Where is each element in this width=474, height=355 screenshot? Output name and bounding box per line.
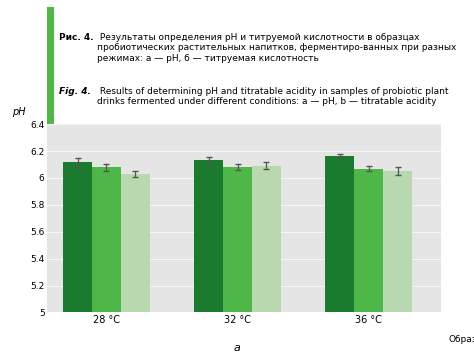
Bar — [194, 160, 223, 312]
Text: pH: pH — [12, 106, 26, 116]
Bar — [63, 162, 92, 312]
FancyBboxPatch shape — [47, 7, 55, 124]
Text: a: a — [234, 343, 240, 353]
Text: Образцы: Образцы — [449, 335, 474, 344]
Text: Результаты определения pH и титруемой кислотности в образцах пробиотических раст: Результаты определения pH и титруемой ки… — [97, 33, 456, 62]
Bar — [92, 167, 121, 312]
Bar — [354, 169, 383, 312]
Bar — [252, 166, 281, 312]
Bar — [223, 167, 252, 312]
Text: Fig. 4.: Fig. 4. — [59, 87, 91, 96]
Bar — [383, 171, 412, 312]
Bar — [326, 157, 354, 312]
Text: Results of determining pH and titratable acidity in samples of probiotic plant d: Results of determining pH and titratable… — [97, 87, 448, 106]
Text: Рис. 4.: Рис. 4. — [59, 33, 94, 42]
Bar — [121, 174, 150, 312]
